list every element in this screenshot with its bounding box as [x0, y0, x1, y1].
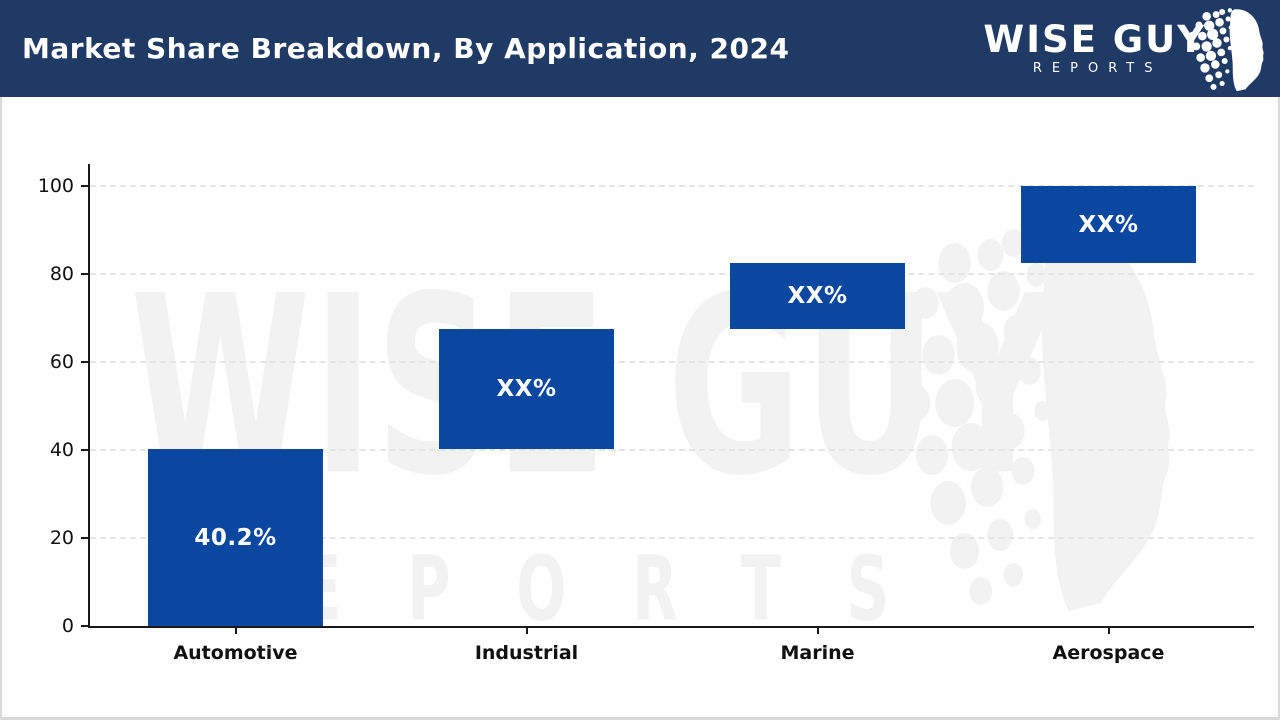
- y-tick-mark: [81, 361, 88, 363]
- y-tick-label: 40: [49, 439, 74, 461]
- bar-value-label: XX%: [496, 376, 557, 403]
- bar: XX%: [1021, 186, 1196, 263]
- logo-text: WISE GUY REPORTS: [983, 21, 1206, 76]
- wise-guy-logo: WISE GUY REPORTS: [983, 6, 1266, 92]
- y-tick-label: 80: [49, 263, 74, 285]
- bar: XX%: [439, 329, 614, 450]
- x-axis: [88, 626, 1254, 628]
- y-tick-label: 20: [49, 527, 74, 549]
- gridline: [90, 185, 1254, 187]
- plot: 0 20 40 60 80 100 40.2% Automotive XX% Industrial…: [2, 97, 1278, 717]
- logo-subtitle: REPORTS: [1032, 61, 1163, 76]
- gridline: [90, 273, 1254, 275]
- y-tick-mark: [81, 185, 88, 187]
- header: Market Share Breakdown, By Application, …: [0, 0, 1280, 97]
- x-tick-mark: [525, 628, 528, 634]
- y-tick-label: 0: [61, 615, 74, 637]
- y-tick-mark: [81, 273, 88, 275]
- y-tick-label: 60: [49, 351, 74, 373]
- x-tick-mark: [1107, 628, 1110, 634]
- chart-area: WISE GUY REPORTS 0 20 40 60 80 100 40.2% Automo…: [0, 97, 1280, 720]
- category-label: Aerospace: [1052, 642, 1165, 664]
- logo-wordmark: WISE GUY: [983, 18, 1206, 61]
- x-tick-mark: [816, 628, 819, 634]
- bar-value-label: 40.2%: [194, 524, 277, 551]
- bar: XX%: [730, 263, 905, 329]
- bar-value-label: XX%: [787, 283, 848, 309]
- category-label: Marine: [780, 642, 855, 664]
- chart-title: Market Share Breakdown, By Application, …: [22, 32, 790, 65]
- gridline: [90, 449, 1254, 451]
- category-label: Industrial: [474, 642, 579, 664]
- gridline: [90, 537, 1254, 539]
- y-tick-mark: [81, 449, 88, 451]
- y-tick-mark: [81, 625, 88, 627]
- y-tick-label: 100: [37, 175, 74, 197]
- y-axis: [88, 164, 90, 628]
- gridline: [90, 361, 1254, 363]
- bar-value-label: XX%: [1078, 211, 1139, 238]
- category-label: Automotive: [173, 642, 298, 664]
- bar: 40.2%: [148, 449, 323, 626]
- x-tick-mark: [234, 628, 237, 634]
- y-tick-mark: [81, 537, 88, 539]
